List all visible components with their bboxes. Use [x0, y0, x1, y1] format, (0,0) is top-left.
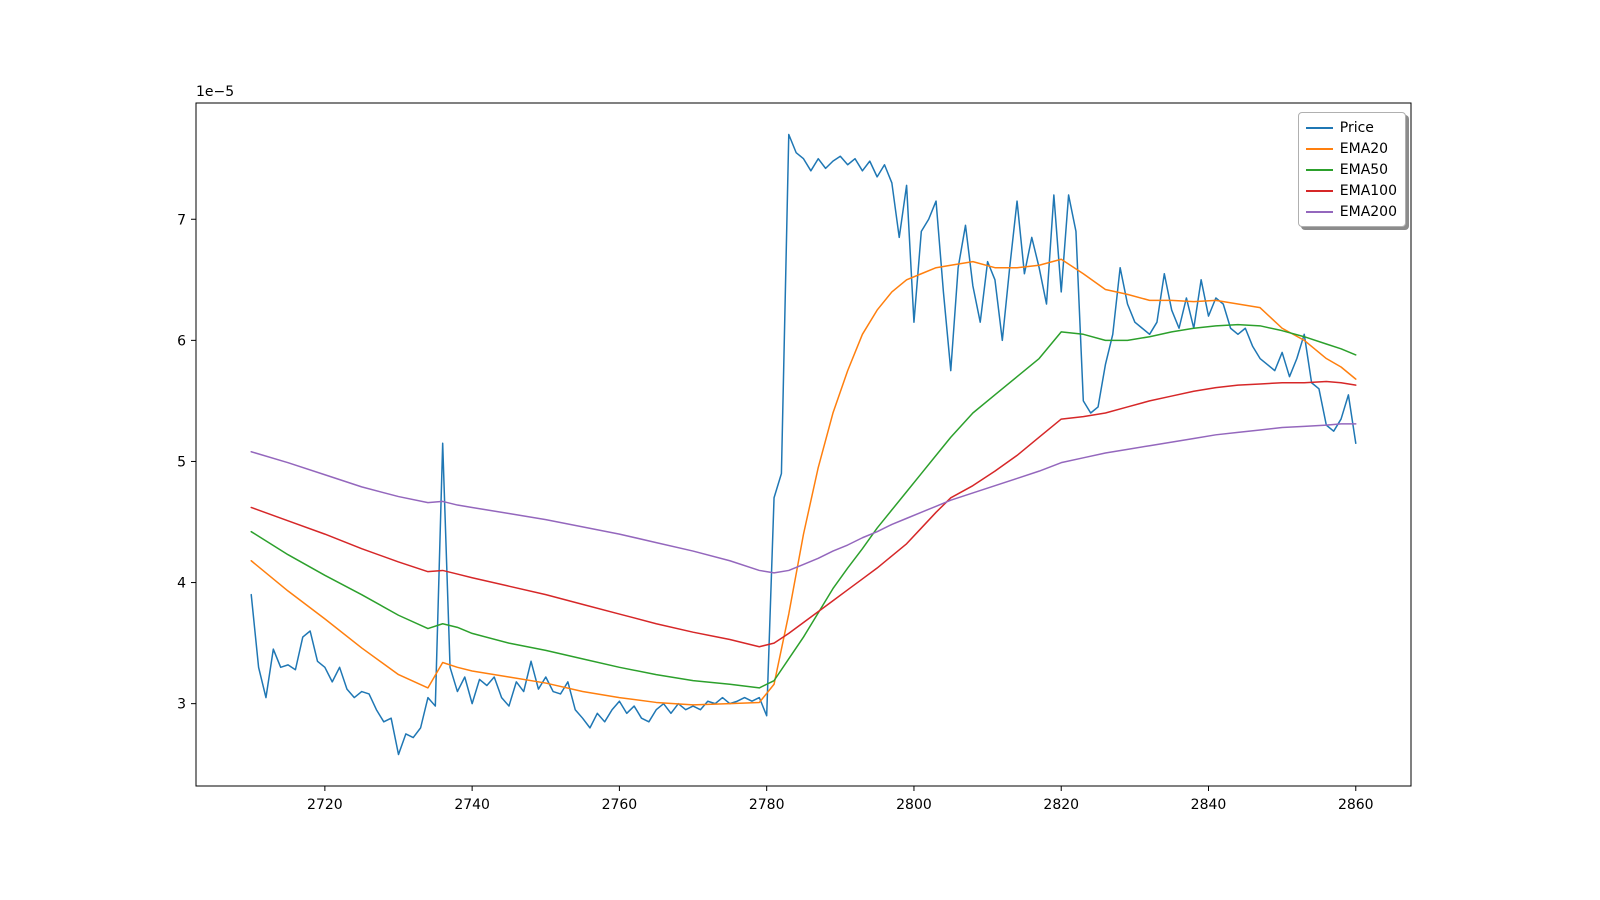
- legend-label: EMA200: [1339, 203, 1397, 220]
- legend: Price EMA20 EMA50 EMA100 EMA200: [1297, 112, 1406, 227]
- series-line-ema200: [250, 423, 1357, 574]
- legend-line-swatch: [1305, 189, 1333, 192]
- series-line-ema20: [250, 258, 1357, 706]
- legend-line-swatch: [1305, 126, 1333, 129]
- x-tick-label: 2740: [454, 797, 490, 813]
- x-tick-label: 2840: [1191, 797, 1227, 813]
- legend-entry-ema200: EMA200: [1305, 202, 1397, 221]
- series-line-ema50: [250, 323, 1357, 689]
- x-tick-label: 2800: [896, 797, 932, 813]
- legend-entry-ema100: EMA100: [1305, 181, 1397, 200]
- x-tick-label: 2860: [1338, 797, 1374, 813]
- y-tick-label: 5: [177, 454, 186, 470]
- y-tick-label: 7: [177, 212, 186, 228]
- legend-line-swatch: [1305, 168, 1333, 171]
- x-tick-label: 2720: [307, 797, 343, 813]
- legend-entry-ema20: EMA20: [1305, 139, 1397, 158]
- legend-entry-ema50: EMA50: [1305, 160, 1397, 179]
- legend-line-swatch: [1305, 147, 1333, 150]
- x-tick-label: 2820: [1043, 797, 1079, 813]
- legend-label: Price: [1339, 119, 1374, 136]
- legend-entry-price: Price: [1305, 118, 1397, 137]
- x-tick-label: 2780: [749, 797, 785, 813]
- legend-line-swatch: [1305, 210, 1333, 213]
- y-axis-offset-text: 1e−5: [196, 84, 235, 100]
- series-line-price: [250, 133, 1357, 756]
- y-tick-label: 4: [177, 576, 186, 592]
- x-tick-label: 2760: [602, 797, 638, 813]
- y-tick-label: 6: [177, 333, 186, 349]
- series-line-ema100: [250, 380, 1357, 648]
- legend-label: EMA50: [1339, 161, 1389, 178]
- legend-label: EMA20: [1339, 140, 1389, 157]
- y-tick-label: 3: [177, 697, 186, 713]
- legend-label: EMA100: [1339, 182, 1397, 199]
- axes-spines: [195, 102, 1412, 787]
